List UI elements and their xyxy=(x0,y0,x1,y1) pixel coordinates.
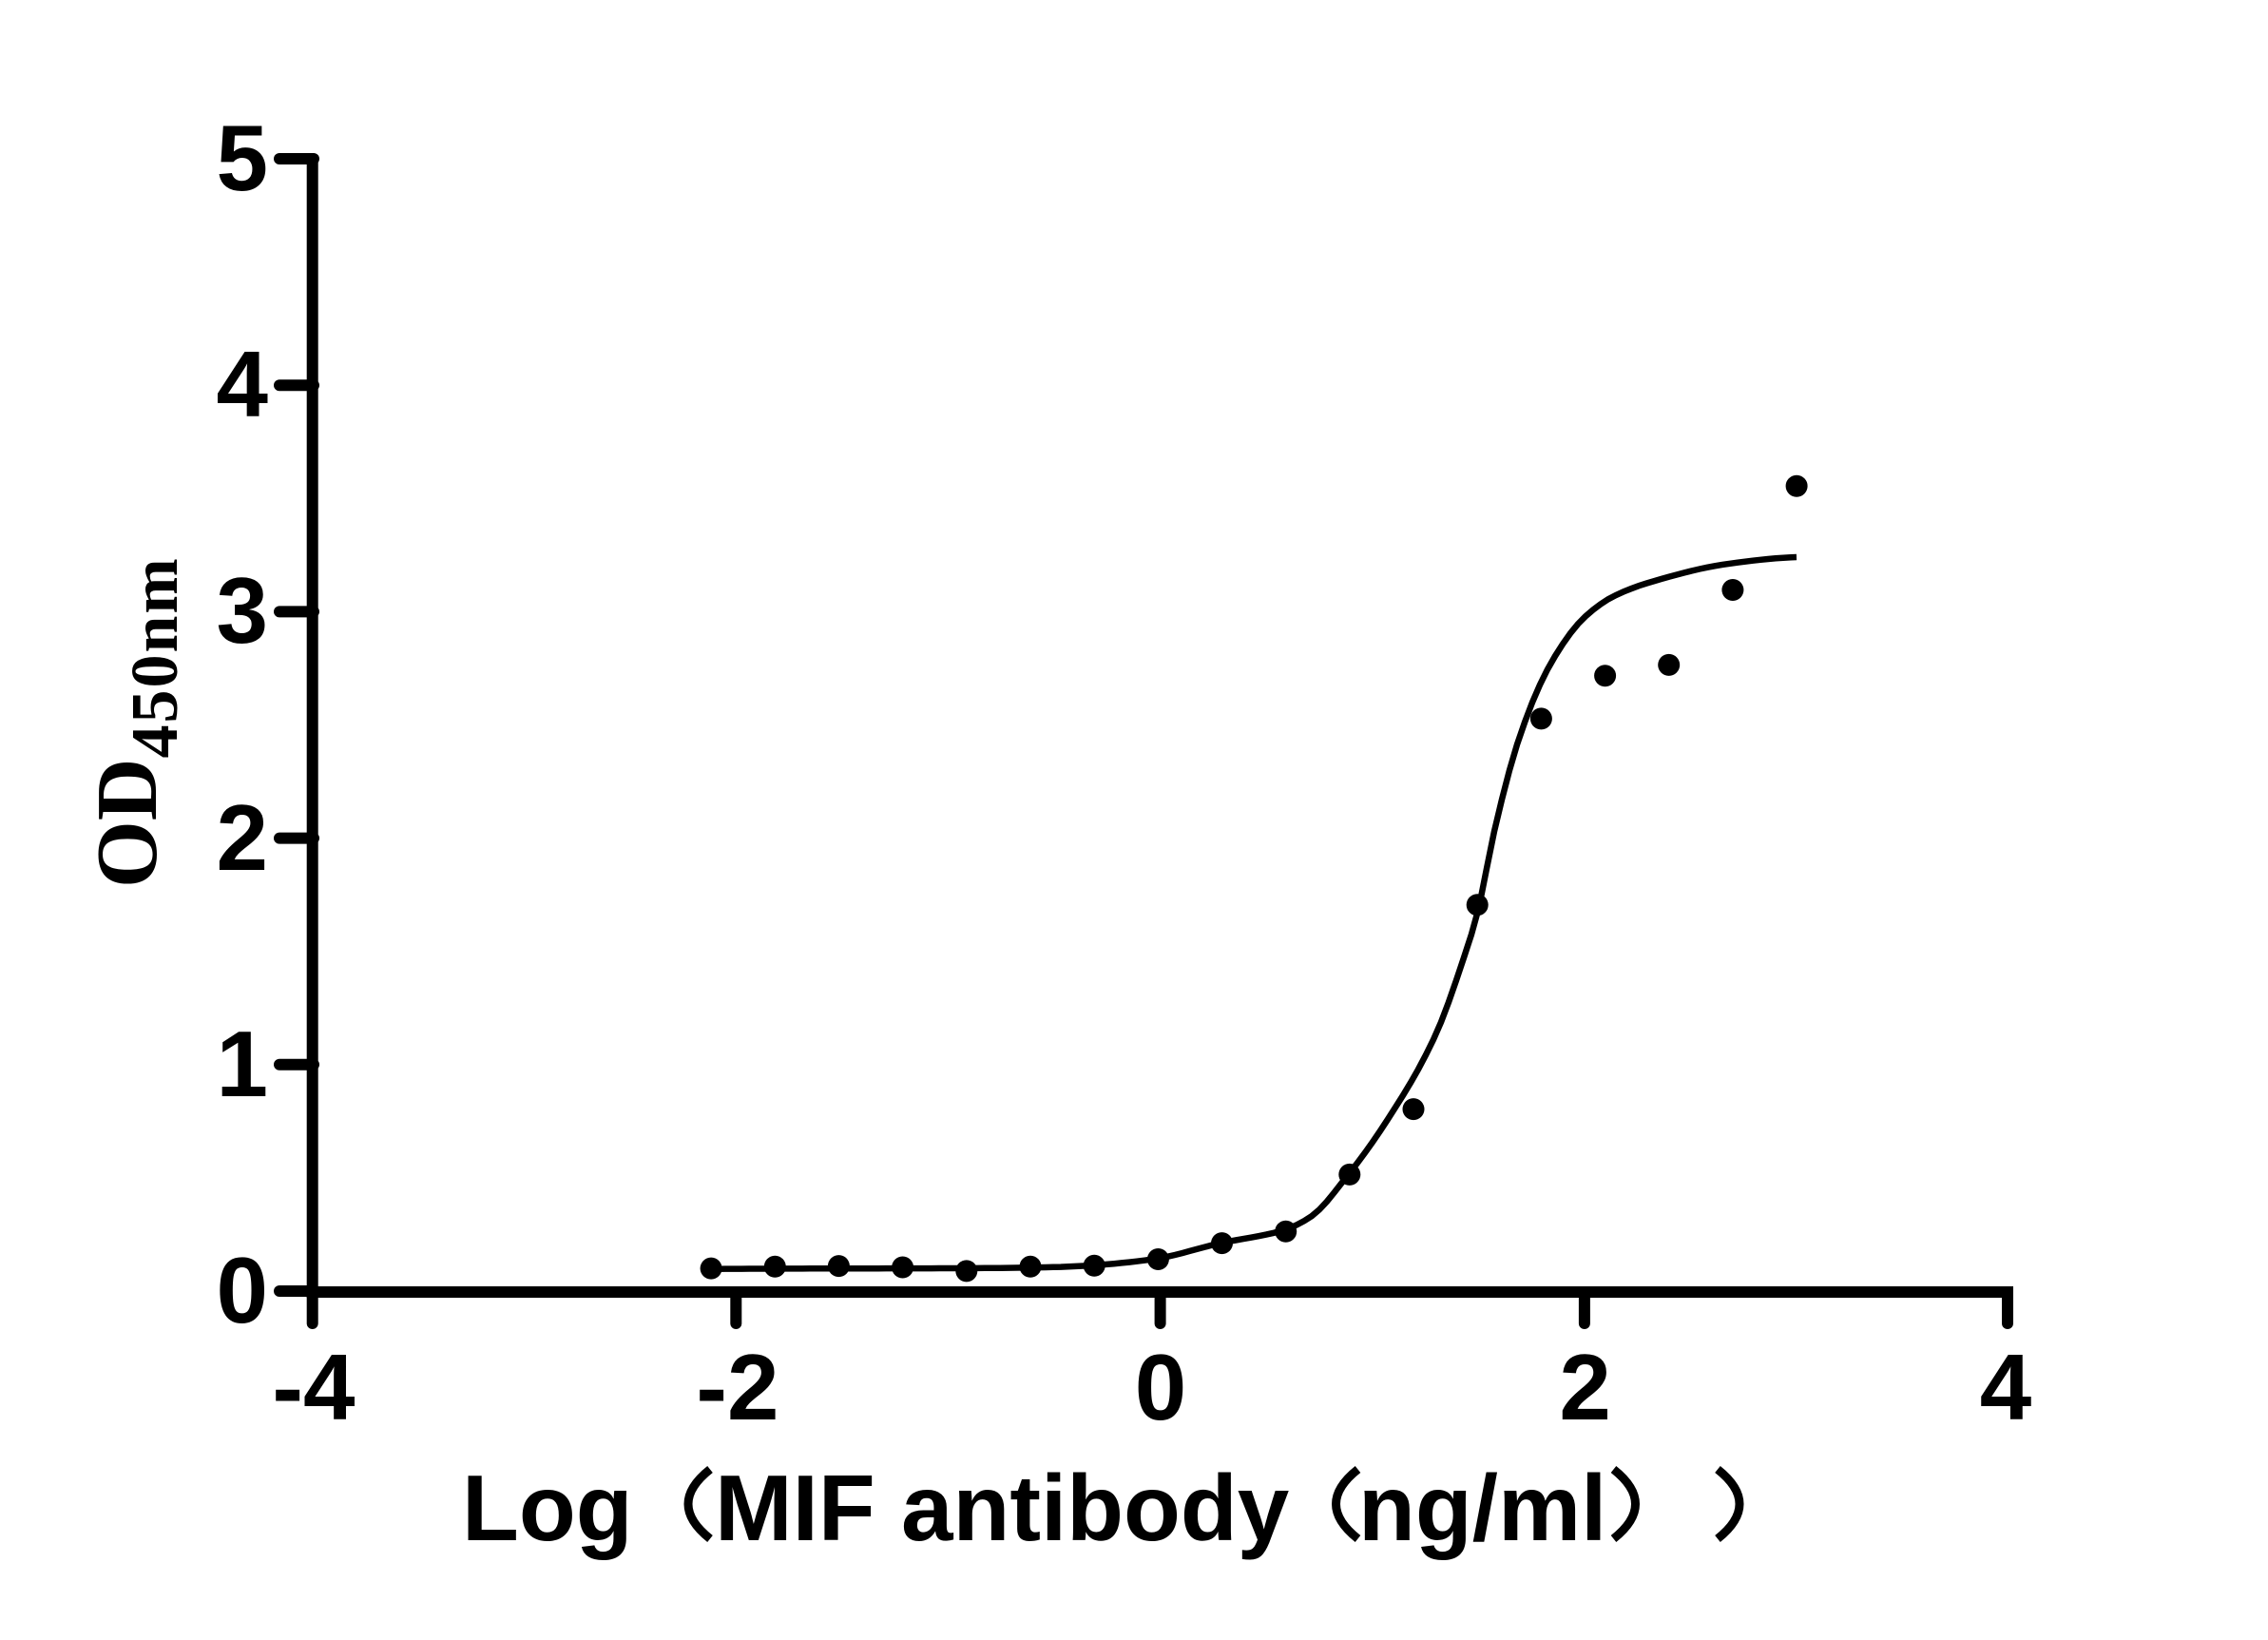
svg-text:1: 1 xyxy=(216,1012,268,1116)
svg-text:0: 0 xyxy=(216,1238,268,1342)
svg-text:MIF antibody: MIF antibody xyxy=(715,1456,1289,1560)
svg-text:-2: -2 xyxy=(696,1335,778,1439)
svg-text:2: 2 xyxy=(216,785,268,890)
svg-text:4: 4 xyxy=(1980,1335,2032,1439)
svg-text:4: 4 xyxy=(216,332,268,436)
svg-text:2: 2 xyxy=(1559,1335,1611,1439)
svg-text:0: 0 xyxy=(1135,1335,1187,1439)
svg-text:Log: Log xyxy=(462,1456,633,1560)
svg-text:3: 3 xyxy=(216,558,268,663)
svg-text:-4: -4 xyxy=(272,1335,355,1439)
svg-text:ng/ml: ng/ml xyxy=(1358,1456,1606,1560)
svg-text:5: 5 xyxy=(216,106,268,210)
svg-text:OD450nm: OD450nm xyxy=(79,556,192,888)
